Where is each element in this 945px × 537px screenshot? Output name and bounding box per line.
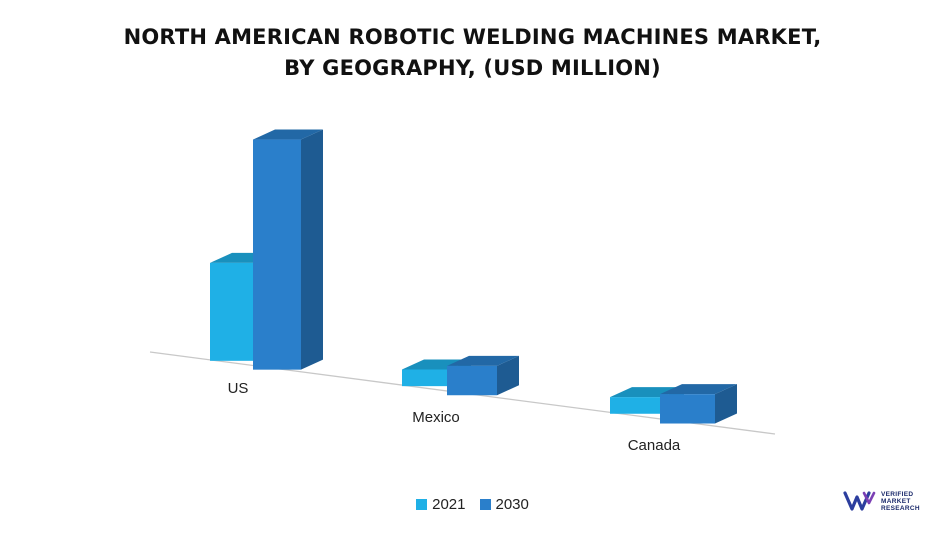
bar-us-2021-front	[210, 262, 255, 361]
bar-mexico-2030	[447, 355, 519, 396]
vmr-logo-icon	[843, 491, 876, 511]
bar-mexico-2030-top	[447, 355, 519, 366]
legend-label-2030: 2030	[495, 496, 529, 513]
chart-legend: 2021 2030	[0, 496, 945, 513]
legend-swatch-2030	[479, 499, 491, 510]
bar-canada-2030-top	[660, 384, 737, 395]
bar-us-2030-front	[253, 139, 301, 370]
bar-us-2030	[253, 129, 323, 370]
legend-item-2021: 2021	[416, 496, 466, 513]
bar-canada-2021-front	[610, 397, 662, 414]
logo-text-line-3: RESEARCH	[881, 504, 920, 512]
bar-us-2030-top	[253, 129, 323, 140]
chart-title-line-1: NORTH AMERICAN ROBOTIC WELDING MACHINES …	[123, 25, 822, 49]
chart-title: NORTH AMERICAN ROBOTIC WELDING MACHINES …	[0, 22, 945, 84]
bar-canada-2030	[660, 384, 737, 424]
chart-title-line-2: BY GEOGRAPHY, (USD MILLION)	[284, 56, 661, 80]
legend-label-2021: 2021	[432, 496, 466, 513]
logo-text-line-2: MARKET	[881, 497, 911, 505]
legend-swatch-2021	[416, 499, 428, 510]
category-label-us: US	[228, 380, 249, 397]
bar-mexico-2021-front	[402, 369, 449, 387]
bar-mexico-2030-front	[447, 365, 497, 396]
legend-item-2030: 2030	[479, 496, 529, 513]
logo-text-line-1: VERIFIED	[881, 490, 914, 498]
bar-canada-2030-side	[715, 384, 737, 424]
bar-us-2030-side	[301, 129, 323, 370]
vmr-logo: VERIFIED MARKET RESEARCH	[843, 486, 933, 516]
bar-canada-2030-front	[660, 394, 715, 424]
category-label-canada: Canada	[628, 437, 681, 454]
bar-mexico-2030-side	[497, 355, 519, 396]
category-label-mexico: Mexico	[412, 409, 460, 426]
